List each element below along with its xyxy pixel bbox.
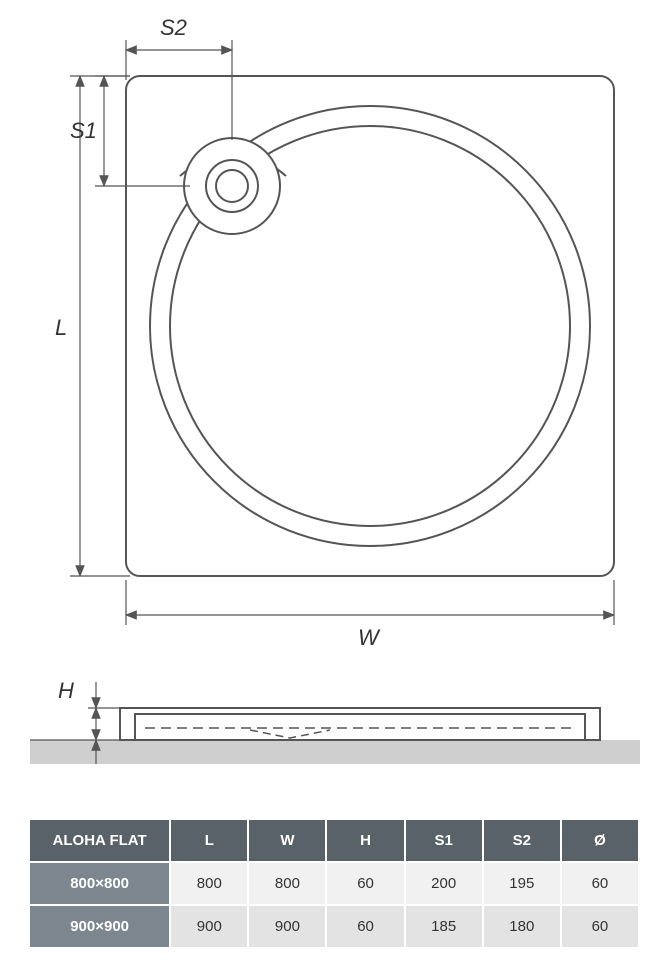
drain-ring-outer <box>184 138 280 234</box>
table-row: 900×900 900 900 60 185 180 60 <box>30 905 639 947</box>
cell: 60 <box>561 905 639 947</box>
table-header-row: ALOHA FLAT L W H S1 S2 ø <box>30 820 639 862</box>
row-key: 800×800 <box>30 862 170 905</box>
dimensions-table: ALOHA FLAT L W H S1 S2 ø 800×800 800 800… <box>30 820 640 947</box>
dim-label-S1: S1 <box>70 118 97 143</box>
col-header: H <box>326 820 404 862</box>
dim-label-H: H <box>58 678 74 703</box>
dim-label-S2: S2 <box>160 15 187 40</box>
cell: 200 <box>405 862 483 905</box>
col-header: S1 <box>405 820 483 862</box>
cell: 800 <box>248 862 326 905</box>
cell: 60 <box>326 862 404 905</box>
cell: 800 <box>170 862 248 905</box>
dim-label-W: W <box>358 625 381 650</box>
cell: 60 <box>326 905 404 947</box>
top-view-diagram: L W S1 S2 <box>0 0 670 660</box>
row-key: 900×900 <box>30 905 170 947</box>
col-header: L <box>170 820 248 862</box>
ground-fill <box>30 740 640 764</box>
col-header: W <box>248 820 326 862</box>
dim-label-L: L <box>55 315 67 340</box>
cell: 60 <box>561 862 639 905</box>
cell: 900 <box>248 905 326 947</box>
cell: 195 <box>483 862 561 905</box>
cell: 185 <box>405 905 483 947</box>
col-header: S2 <box>483 820 561 862</box>
col-header: ø <box>561 820 639 862</box>
cell: 900 <box>170 905 248 947</box>
side-view-diagram: H <box>0 670 670 790</box>
table-title-cell: ALOHA FLAT <box>30 820 170 862</box>
table-row: 800×800 800 800 60 200 195 60 <box>30 862 639 905</box>
tray-side-rim <box>135 714 585 740</box>
cell: 180 <box>483 905 561 947</box>
